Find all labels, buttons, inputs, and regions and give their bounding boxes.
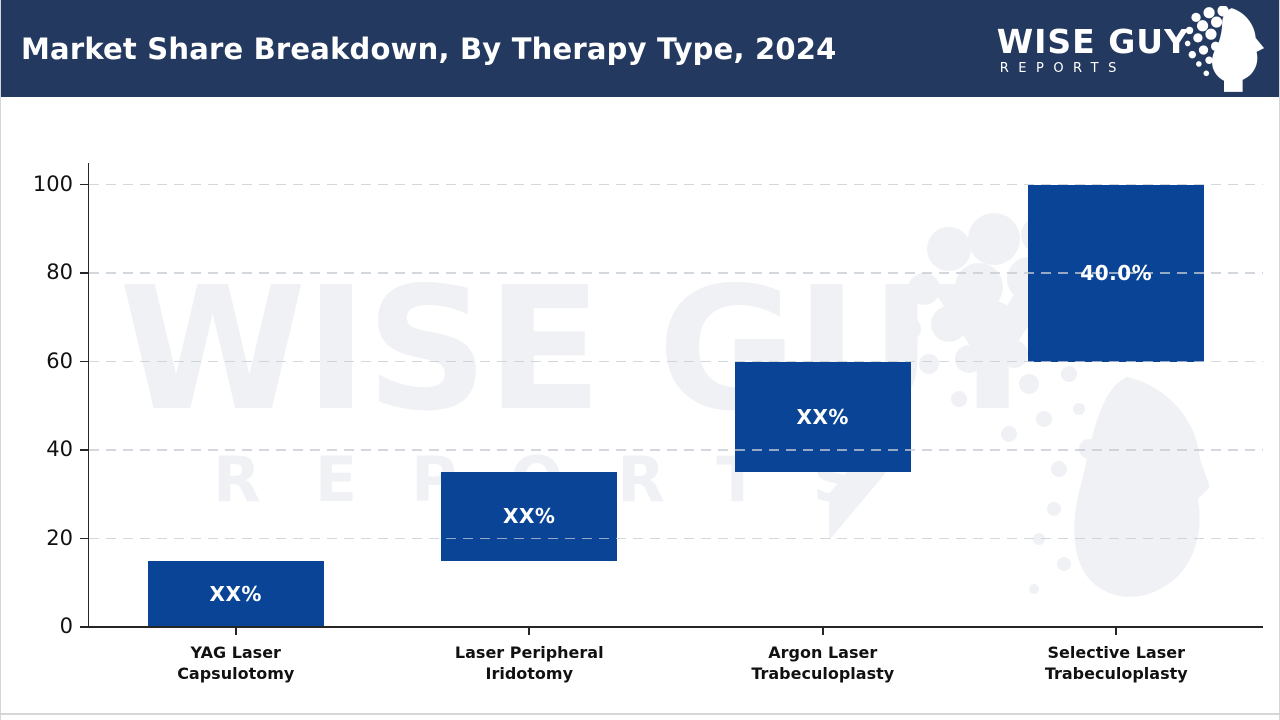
gridline: [89, 272, 1263, 274]
bar-segment: [441, 472, 618, 561]
logo-wordmark: WISE GUY REPORTS: [997, 25, 1189, 75]
wiseguy-logo: WISE GUY REPORTS: [997, 5, 1265, 94]
bar-segment: [147, 560, 324, 627]
bar-value-label: 40.0%: [1080, 261, 1153, 285]
y-tick-label: 20: [46, 525, 73, 550]
page-title: Market Share Breakdown, By Therapy Type,…: [21, 31, 837, 66]
header-bar: Market Share Breakdown, By Therapy Type,…: [1, 0, 1279, 97]
x-tick-mark: [1115, 627, 1118, 635]
y-tick-mark: [80, 537, 89, 540]
x-category-label: YAG Laser Capsulotomy: [177, 643, 295, 683]
gridline: [89, 537, 1263, 540]
y-tick-label: 0: [59, 614, 73, 638]
y-tick-mark: [80, 183, 89, 186]
y-tick-label: 40: [46, 437, 73, 461]
x-tick-mark: [234, 627, 237, 635]
bar-value-label: XX%: [209, 581, 262, 606]
y-tick-mark: [80, 360, 89, 363]
logo-face-icon: [1184, 5, 1265, 92]
x-category-label: Laser Peripheral Iridotomy: [454, 643, 604, 683]
logo-sub-text: REPORTS: [999, 60, 1126, 76]
x-category-label: Argon Laser Trabeculoplasty: [751, 643, 895, 683]
bar-segment: [734, 361, 911, 473]
y-tick-mark: [80, 626, 89, 628]
y-tick-label: 80: [46, 260, 73, 284]
gridline: [89, 449, 1263, 451]
y-tick-label: 60: [46, 348, 73, 373]
y-tick-label: 100: [32, 171, 73, 196]
bar-value-label: XX%: [503, 504, 556, 529]
bar-chart-plot: 0 20 40 60 80 100 XX% YAG Laser Capsulotomy XX% L…: [1, 97, 1279, 713]
x-tick-mark: [821, 627, 824, 635]
gridline: [89, 183, 1263, 186]
logo-name-text: WISE GUY: [996, 21, 1189, 61]
y-axis-line: [87, 163, 90, 627]
gridline: [89, 360, 1263, 363]
x-axis-line: [87, 626, 1263, 629]
y-tick-mark: [80, 272, 89, 274]
x-category-label: Selective Laser Trabeculoplasty: [1044, 643, 1188, 683]
bar-value-label: XX%: [796, 404, 849, 429]
x-tick-mark: [528, 627, 531, 635]
y-tick-mark: [80, 449, 89, 451]
